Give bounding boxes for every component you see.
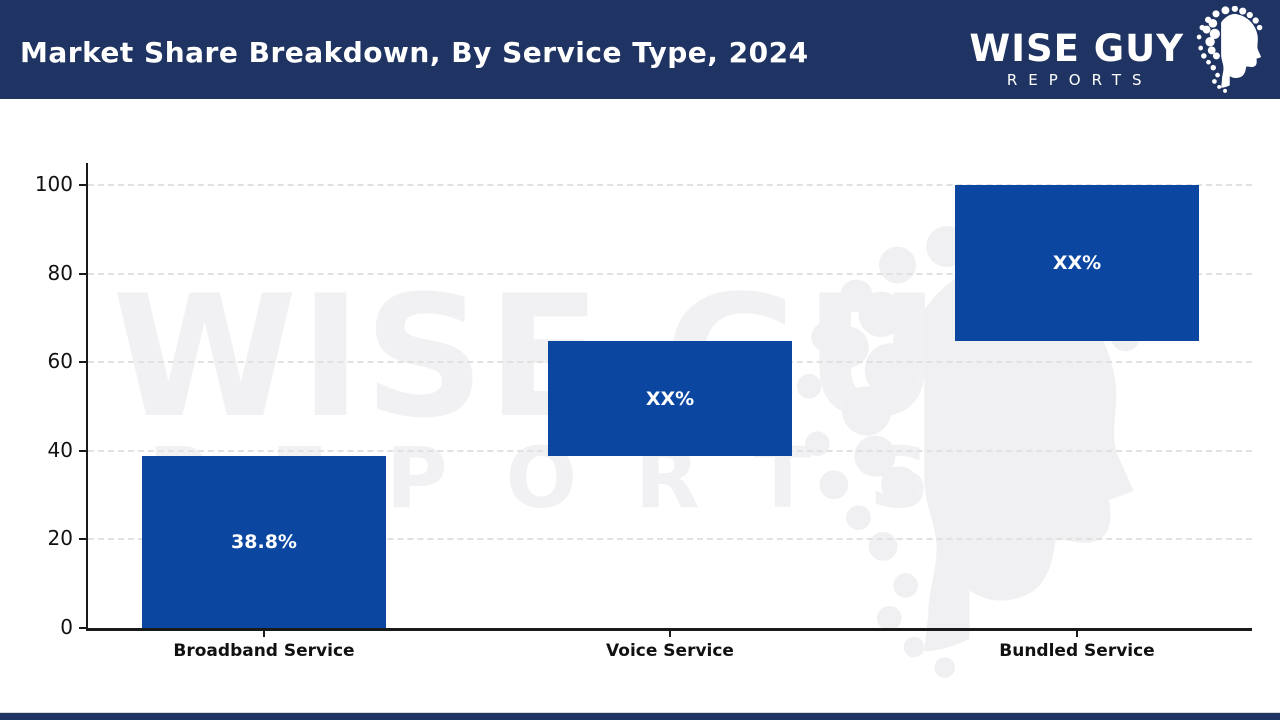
y-tick-label: 20: [47, 526, 73, 551]
gridline: [88, 538, 1252, 541]
logo-head-icon: [1196, 6, 1263, 93]
y-tick-label: 60: [47, 349, 73, 374]
y-tick-label: 100: [34, 172, 73, 196]
logo-subtext: REPORTS: [1006, 70, 1153, 89]
brand-logo: WISE GUY REPORTS: [969, 6, 1268, 94]
y-tick-mark: [79, 627, 88, 629]
bar-value-label: XX%: [1052, 251, 1102, 274]
logo-wordmark: WISE GUY: [969, 26, 1184, 70]
x-axis-line: [86, 628, 1252, 631]
category-label: Broadband Service: [173, 641, 355, 661]
y-tick-mark: [79, 184, 88, 186]
y-tick-mark: [79, 361, 88, 364]
y-axis-line: [86, 163, 88, 631]
bar-value-label: XX%: [645, 387, 695, 410]
gridline: [88, 272, 1252, 275]
category-label: Bundled Service: [999, 641, 1155, 661]
gridline: [88, 184, 1252, 186]
y-tick-label: 80: [47, 260, 73, 285]
chart-title: Market Share Breakdown, By Service Type,…: [20, 36, 809, 69]
y-tick-mark: [79, 449, 88, 452]
y-tick-label: 0: [60, 615, 73, 639]
x-tick-mark: [669, 631, 671, 637]
logo-text: WISE GUY REPORTS: [969, 30, 1184, 89]
header-bar: Market Share Breakdown, By Service Type,…: [0, 0, 1280, 99]
x-tick-mark: [1076, 631, 1078, 637]
y-tick-mark: [79, 538, 88, 541]
bar-value-label: 38.8%: [231, 531, 297, 554]
category-label: Voice Service: [606, 641, 734, 661]
bar-segment-2: XX%: [955, 185, 1199, 341]
bar-segment-1: XX%: [548, 340, 792, 457]
y-tick-label: 40: [47, 437, 73, 462]
bar-segment-0: 38.8%: [142, 456, 386, 628]
x-tick-mark: [263, 631, 265, 637]
y-tick-mark: [79, 272, 88, 275]
footer-bar: [0, 712, 1280, 720]
